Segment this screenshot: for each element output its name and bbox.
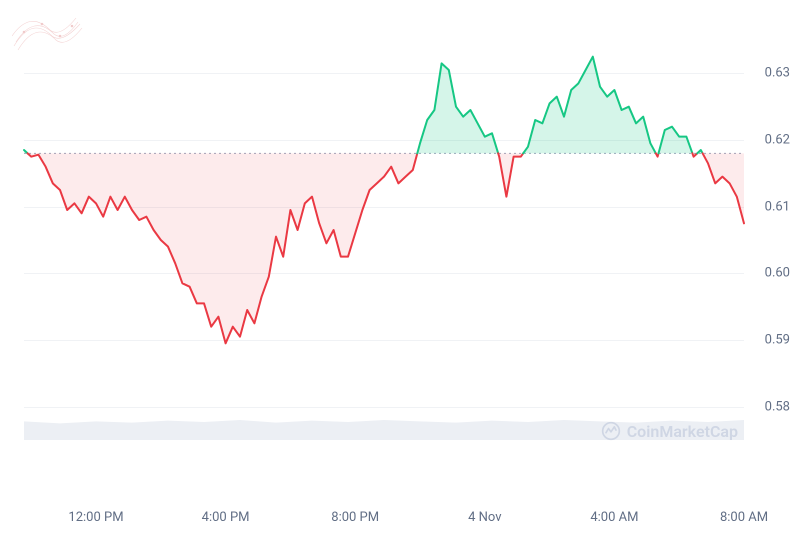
plot-area <box>24 20 744 480</box>
watermark: CoinMarketCap <box>601 421 738 441</box>
x-tick-label: 4 Nov <box>468 510 501 525</box>
y-tick-label: 0.62 <box>765 133 790 148</box>
coinmarketcap-icon <box>601 421 621 441</box>
x-tick-label: 12:00 PM <box>68 510 123 525</box>
x-tick-label: 4:00 AM <box>590 510 638 525</box>
y-tick-label: 0.58 <box>765 399 790 414</box>
x-tick-label: 8:00 AM <box>720 510 768 525</box>
y-tick-label: 0.60 <box>765 266 790 281</box>
watermark-text: CoinMarketCap <box>627 422 738 441</box>
y-tick-label: 0.63 <box>765 66 790 81</box>
y-tick-label: 0.59 <box>765 333 790 348</box>
y-tick-label: 0.61 <box>765 199 790 214</box>
price-chart[interactable]: 0.58 0.59 0.60 0.61 0.62 0.63 12:00 PM 4:00 PM… <box>0 0 800 533</box>
x-tick-label: 4:00 PM <box>202 510 250 525</box>
x-tick-label: 8:00 PM <box>331 510 379 525</box>
